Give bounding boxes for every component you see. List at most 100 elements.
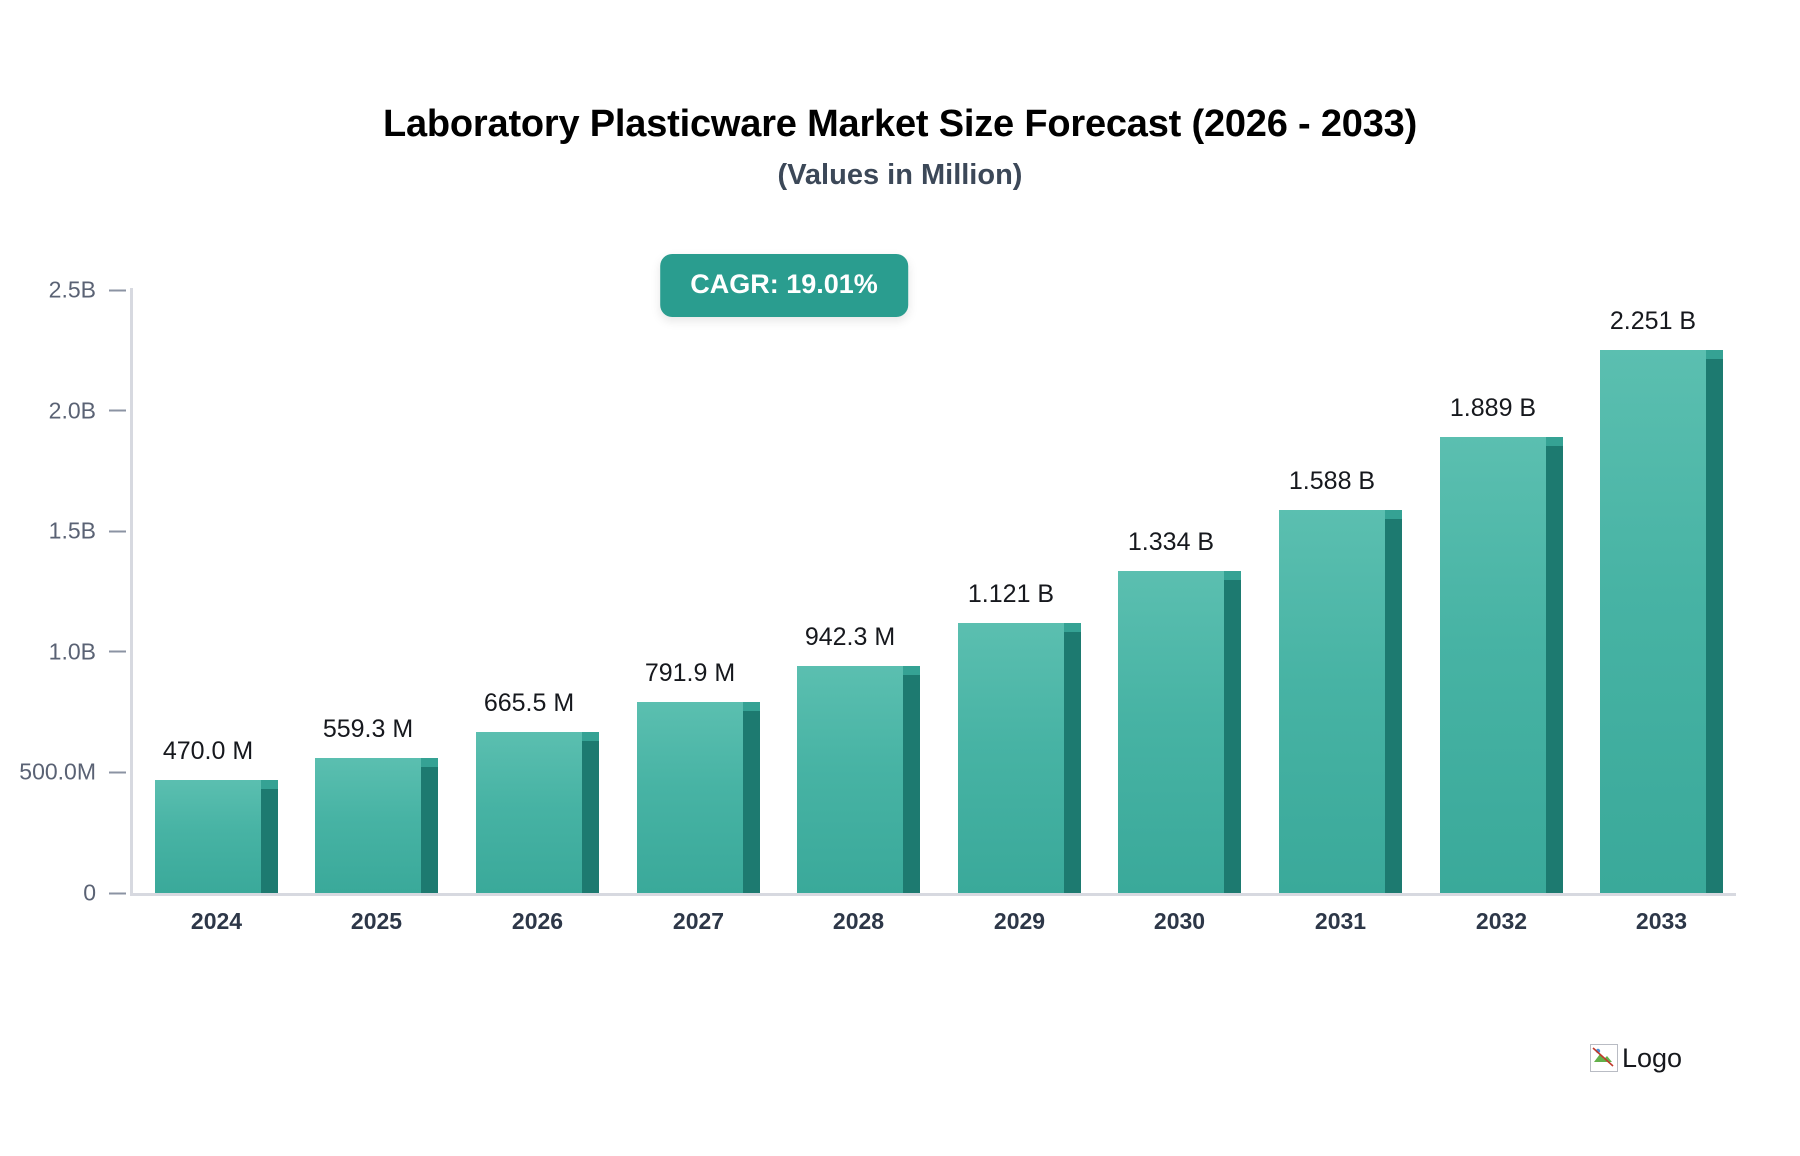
chart-subtitle: (Values in Million) (777, 158, 1023, 191)
y-axis-tick-label: 2.0B (48, 397, 96, 424)
logo-placeholder: Logo (1590, 1044, 1682, 1072)
y-axis-tick-mark (109, 771, 126, 774)
bar-top-face (903, 666, 920, 675)
y-axis-tick: 1.0B (49, 638, 126, 665)
bar-group[interactable]: 1.889 B (1440, 0, 1563, 1156)
bar[interactable] (1600, 350, 1723, 893)
broken-image-icon (1590, 1044, 1618, 1072)
bar-value-label: 1.889 B (1449, 394, 1537, 422)
y-axis-ticks: 2.5B 2.0B 1.5B 1.0B 500.0M 0 (0, 0, 126, 1156)
y-axis-tick: 2.5B (49, 277, 126, 304)
bar-top-face (1064, 623, 1081, 632)
bar-front-face (315, 758, 421, 893)
bar-front-face (155, 780, 261, 893)
bar-group[interactable]: 559.3 M (315, 0, 438, 1156)
cagr-badge: CAGR: 19.01% (660, 254, 908, 317)
y-axis-tick: 2.0B (49, 397, 126, 424)
bar-front-face (476, 732, 582, 893)
y-axis-tick-mark (109, 530, 126, 533)
bar[interactable] (1440, 437, 1563, 893)
chart-title: Laboratory Plasticware Market Size Forec… (382, 103, 1418, 145)
x-axis-category-label: 2027 (672, 908, 725, 934)
bar-side-face (1224, 580, 1241, 893)
logo-alt-text: Logo (1622, 1042, 1683, 1073)
y-axis-line (130, 288, 133, 896)
x-axis-category-label: 2031 (1314, 908, 1367, 934)
bar-side-face (582, 741, 599, 893)
bar[interactable] (1279, 510, 1402, 893)
bar-side-face (743, 711, 760, 893)
bar-value-label: 1.121 B (967, 580, 1055, 608)
bar[interactable] (797, 666, 920, 893)
y-axis-tick-label: 1.5B (48, 517, 96, 544)
bar-top-face (261, 780, 278, 789)
bar-top-face (1546, 437, 1563, 446)
bar-side-face (261, 789, 278, 893)
x-axis-category-label: 2030 (1153, 908, 1206, 934)
bar-front-face (637, 702, 743, 893)
bar-value-label: 665.5 M (483, 689, 575, 717)
bar-series: 470.0 M 2024 559.3 M 2025 665.5 M 2026 791.9 M… (130, 0, 1736, 1156)
bar-top-face (582, 732, 599, 741)
x-axis-category-label: 2029 (993, 908, 1046, 934)
y-axis-tick-mark (109, 650, 126, 653)
bar-side-face (1385, 519, 1402, 893)
bar-top-face (1385, 510, 1402, 519)
bar-group[interactable]: 470.0 M (155, 0, 278, 1156)
bar-value-label: 1.334 B (1127, 528, 1215, 556)
bar[interactable] (958, 623, 1081, 893)
bar-group[interactable]: 1.121 B (958, 0, 1081, 1156)
y-axis-tick-mark (109, 892, 126, 894)
bar-group[interactable]: 2.251 B (1600, 0, 1723, 1156)
bar-group[interactable]: 665.5 M (476, 0, 599, 1156)
bar[interactable] (476, 732, 599, 893)
bar-side-face (1064, 632, 1081, 893)
x-axis-category-label: 2026 (511, 908, 564, 934)
y-axis-tick-label: 0 (83, 879, 96, 906)
bar-value-label: 2.251 B (1609, 307, 1697, 335)
x-axis-category-label: 2028 (832, 908, 885, 934)
bar-value-label: 791.9 M (644, 659, 736, 687)
bar-front-face (1440, 437, 1546, 893)
bar-group[interactable]: 791.9 M (637, 0, 760, 1156)
bar-value-label: 559.3 M (322, 715, 414, 743)
bar[interactable] (1118, 571, 1241, 893)
y-axis-tick-label: 2.5B (48, 276, 96, 303)
y-axis-tick: 0 (83, 880, 126, 907)
bar-front-face (958, 623, 1064, 893)
x-axis-category-label: 2025 (350, 908, 403, 934)
bar-top-face (743, 702, 760, 711)
bar-top-face (1224, 571, 1241, 580)
bar-group[interactable]: 942.3 M (797, 0, 920, 1156)
bar-top-face (1706, 350, 1723, 359)
y-axis-tick-label: 1.0B (48, 638, 96, 665)
bar[interactable] (315, 758, 438, 893)
bar[interactable] (155, 780, 278, 893)
bar-side-face (1706, 359, 1723, 893)
x-axis-category-label: 2024 (190, 908, 243, 934)
bar-front-face (1279, 510, 1385, 893)
bar[interactable] (637, 702, 760, 893)
y-axis-tick: 1.5B (49, 518, 126, 545)
bar-value-label: 942.3 M (804, 623, 896, 651)
y-axis-tick: 500.0M (19, 759, 126, 786)
title-block: Laboratory Plasticware Market Size Forec… (0, 103, 1800, 192)
bar-side-face (903, 675, 920, 893)
bar-top-face (421, 758, 438, 767)
bar-side-face (421, 767, 438, 893)
bar-value-label: 470.0 M (162, 737, 254, 765)
x-axis-line (130, 893, 1736, 896)
bar-group[interactable]: 1.334 B (1118, 0, 1241, 1156)
x-axis-category-label: 2033 (1635, 908, 1688, 934)
x-axis-category-label: 2032 (1475, 908, 1528, 934)
bar-side-face (1546, 446, 1563, 893)
bar-front-face (1600, 350, 1706, 893)
y-axis-tick-label: 500.0M (19, 758, 96, 785)
y-axis-tick-mark (109, 409, 126, 412)
bar-front-face (1118, 571, 1224, 893)
bar-value-label: 1.588 B (1288, 467, 1376, 495)
y-axis-tick-mark (109, 289, 126, 291)
bar-group[interactable]: 1.588 B (1279, 0, 1402, 1156)
